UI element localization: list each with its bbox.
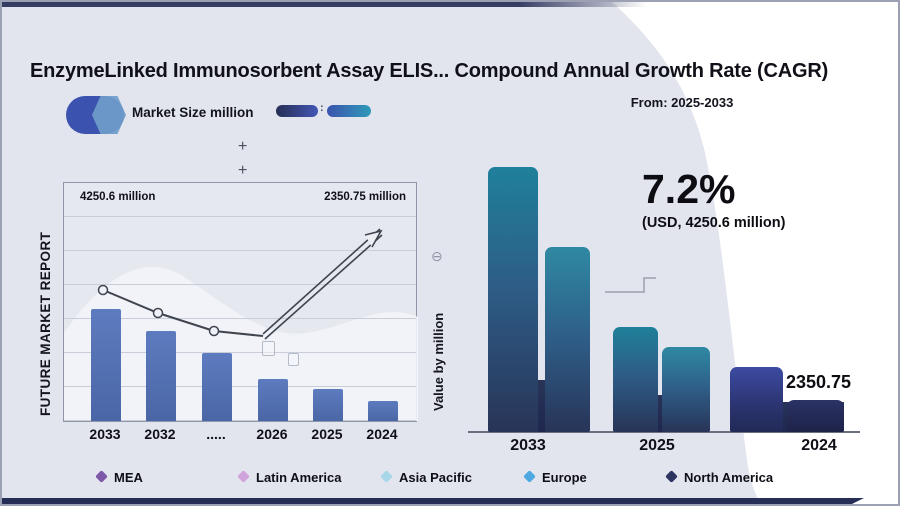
page-title: EnzymeLinked Immunosorbent Assay ELIS...… [30,60,829,82]
x-tick-label: ..... [206,426,226,442]
clipboard-icon [288,353,299,366]
value-by-million-axis-label: Value by million [431,312,446,411]
plus-icon: + [238,138,248,155]
legend-label: Latin America [256,470,342,485]
x-tick-label: 2024 [366,426,398,442]
x-tick-label: 2033 [510,437,546,454]
x-tick-label: 2026 [256,426,288,442]
ratio-colon: : [320,102,324,114]
legend-label: Asia Pacific [399,470,472,485]
arrow-line-lower [264,234,383,340]
left-chart-x-axis: 2033 2032..... 2026 2025 2024 [63,426,417,446]
trend-polyline [102,289,264,337]
bar-2026 [258,379,288,421]
clipboard-icon [262,341,275,356]
left-chart-panel: 4250.6 million 2350.75 million [63,182,418,422]
line-marker [208,325,220,337]
bar-2033-1 [488,167,538,432]
trend-line-with-arrow [97,228,383,340]
step-bracket-shape [605,277,656,293]
legend-label: Europe [542,470,587,485]
bar-2033-2 [545,247,590,432]
plus-icon: + [238,162,248,179]
x-tick-label: 2032 [144,426,176,442]
cagr-value: 7.2% [642,166,736,212]
bar-2025 [313,389,343,421]
legend-label: North America [684,470,774,485]
value-callout-2024: 2350.75 [786,372,852,392]
line-marker [152,307,164,319]
bar-2033 [91,309,121,421]
arrow-line-upper [262,228,381,335]
legend-label: MEA [114,470,143,485]
right-chart: 2033 2025 2024 [462,152,862,454]
bar-2025-2 [662,347,710,432]
brand-logo-icon [66,96,126,134]
bar-..... [202,353,232,421]
period-subtitle: From: 2025-2033 [630,95,734,110]
future-market-report-watermark: FUTURE MARKET REPORT [38,231,53,416]
gridlines [64,183,416,421]
bar-2024 [368,401,398,421]
arrow-head-icon [364,229,383,248]
ratio-pill-teal-icon [327,105,371,117]
line-marker [97,284,109,296]
market-size-label: Market Size million [132,105,254,120]
x-tick-label: 2025 [639,437,675,454]
x-tick-label: 2033 [89,426,121,442]
x-tick-label: 2024 [801,437,837,454]
ratio-pill-dark-icon [276,105,318,117]
x-tick-label: 2025 [311,426,343,442]
right-chart-axis-line [468,431,860,433]
minus-circle-icon: ⊖ [431,248,443,264]
bar-2025-1 [613,327,658,432]
annotation-2033-value: 4250.6 million [80,191,156,203]
bar-2024-1 [730,367,783,432]
bar-2024-2 [787,400,844,432]
cagr-subtext: (USD, 4250.6 million) [642,215,786,231]
bottom-navy-strip [2,498,864,506]
annotation-2024-value: 2350.75 million [324,191,406,203]
bar-2032 [146,331,176,421]
top-navy-strip [2,2,647,7]
